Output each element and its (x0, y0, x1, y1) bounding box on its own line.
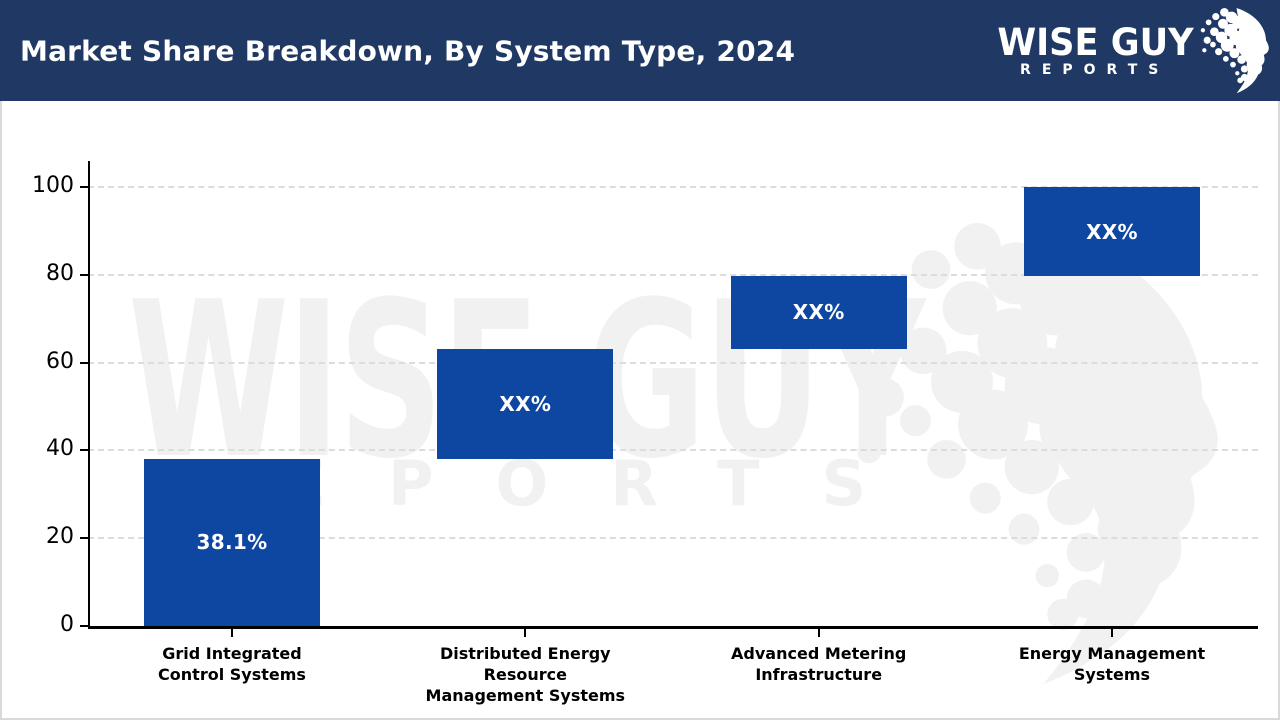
wise-guy-reports-logo: WISE GUY REPORTS (987, 6, 1270, 96)
y-tick-label: 80 (46, 260, 74, 286)
gridline (88, 273, 1258, 276)
y-tick-label: 20 (46, 524, 74, 550)
chart-area: WISE GUY REPORTS 0 20 40 60 80 100 38.1% XX% XX%… (0, 101, 1280, 720)
logo-subtitle: REPORTS (1020, 61, 1170, 78)
y-tick-mark (80, 273, 88, 276)
waterfall-bar: 38.1% (144, 458, 320, 626)
x-tick-mark (524, 629, 527, 637)
waterfall-bar: XX% (1024, 187, 1200, 277)
gridline (88, 186, 1258, 188)
logo-text: WISE GUY REPORTS (987, 21, 1194, 78)
y-tick-label: 60 (46, 348, 74, 374)
y-axis-line (88, 161, 90, 629)
y-tick-label: 0 (60, 612, 74, 637)
y-tick-mark (80, 449, 88, 452)
bar-value-label: XX% (1086, 219, 1138, 244)
x-category-label: Energy Management Systems (1018, 644, 1206, 685)
dotted-head-icon (1200, 8, 1269, 94)
bar-value-label: XX% (499, 391, 552, 416)
y-tick-mark (80, 625, 88, 627)
x-category-label: Distributed Energy Resource Management S… (425, 644, 626, 706)
waterfall-bar: XX% (437, 348, 614, 459)
y-tick-mark (80, 537, 88, 540)
chart-title: Market Share Breakdown, By System Type, … (20, 34, 796, 67)
x-category-label: Advanced Metering Infrastructure (731, 644, 907, 685)
bar-value-label: XX% (792, 300, 845, 325)
waterfall-bar: XX% (730, 276, 907, 349)
gridline (88, 537, 1258, 540)
y-tick-mark (80, 186, 88, 188)
y-tick-mark (80, 361, 88, 364)
x-category-label: Grid Integrated Control Systems (158, 644, 306, 685)
logo-wordmark: WISE GUY (997, 21, 1194, 65)
bar-value-label: 38.1% (196, 530, 268, 555)
y-tick-label: 40 (46, 436, 74, 462)
y-tick-label: 100 (32, 173, 74, 198)
x-tick-mark (1111, 629, 1113, 637)
gridline (88, 361, 1258, 364)
x-tick-mark (817, 629, 820, 637)
header-bar: Market Share Breakdown, By System Type, … (0, 0, 1280, 101)
gridline (88, 449, 1258, 452)
x-axis-line (88, 626, 1258, 629)
x-tick-mark (231, 629, 233, 637)
